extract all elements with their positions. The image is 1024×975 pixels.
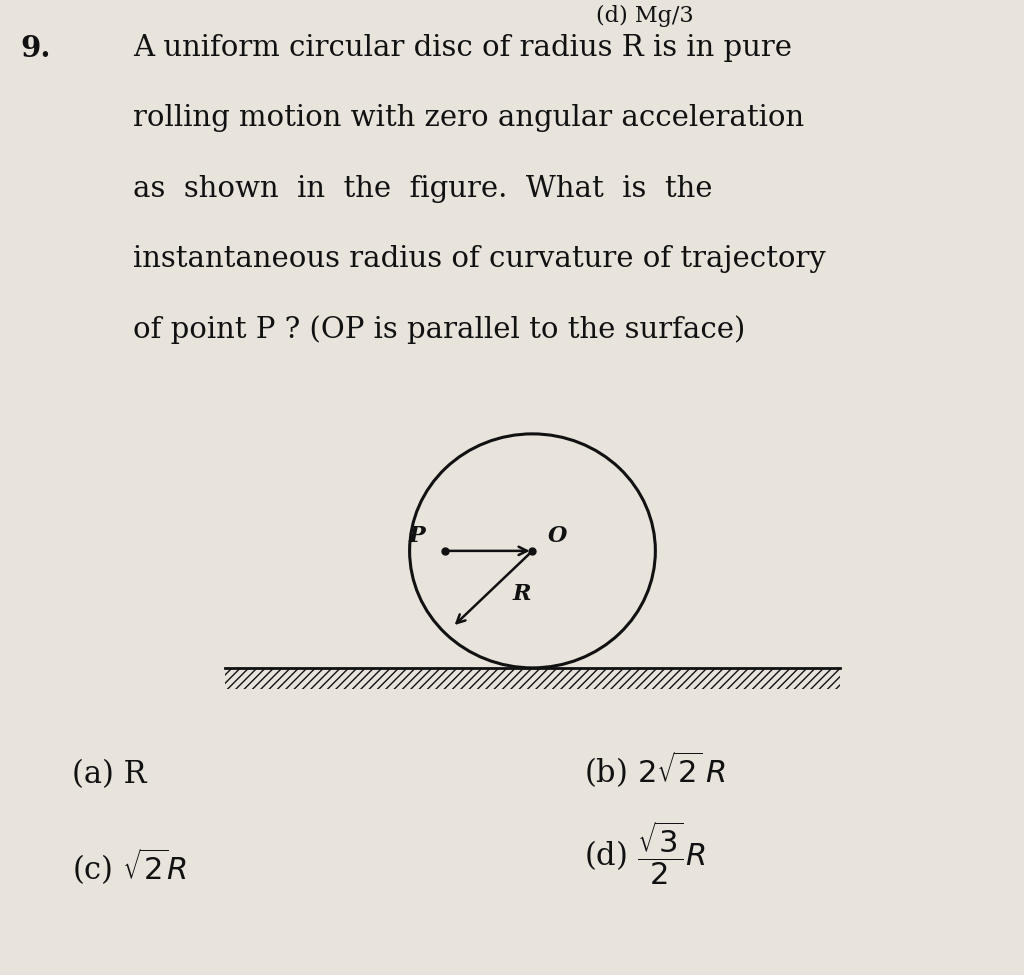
Text: (d) $\dfrac{\sqrt{3}}{2}R$: (d) $\dfrac{\sqrt{3}}{2}R$ [584, 820, 706, 887]
Text: (b) $2\sqrt{2}\,R$: (b) $2\sqrt{2}\,R$ [584, 749, 726, 790]
Text: R: R [513, 583, 531, 604]
Text: as  shown  in  the  figure.  What  is  the: as shown in the figure. What is the [133, 175, 713, 203]
Text: (d) Mg/3: (d) Mg/3 [596, 5, 694, 27]
Text: O: O [548, 526, 567, 547]
Text: of point P ? (OP is parallel to the surface): of point P ? (OP is parallel to the surf… [133, 315, 745, 344]
Text: P: P [409, 526, 425, 547]
Text: 9.: 9. [20, 34, 51, 63]
Bar [225, 668, 840, 689]
Text: (a) R: (a) R [72, 759, 146, 790]
Text: instantaneous radius of curvature of trajectory: instantaneous radius of curvature of tra… [133, 245, 826, 273]
Text: A uniform circular disc of radius R is in pure: A uniform circular disc of radius R is i… [133, 34, 793, 62]
Text: rolling motion with zero angular acceleration: rolling motion with zero angular acceler… [133, 104, 804, 133]
Text: (c) $\sqrt{2}R$: (c) $\sqrt{2}R$ [72, 846, 187, 887]
